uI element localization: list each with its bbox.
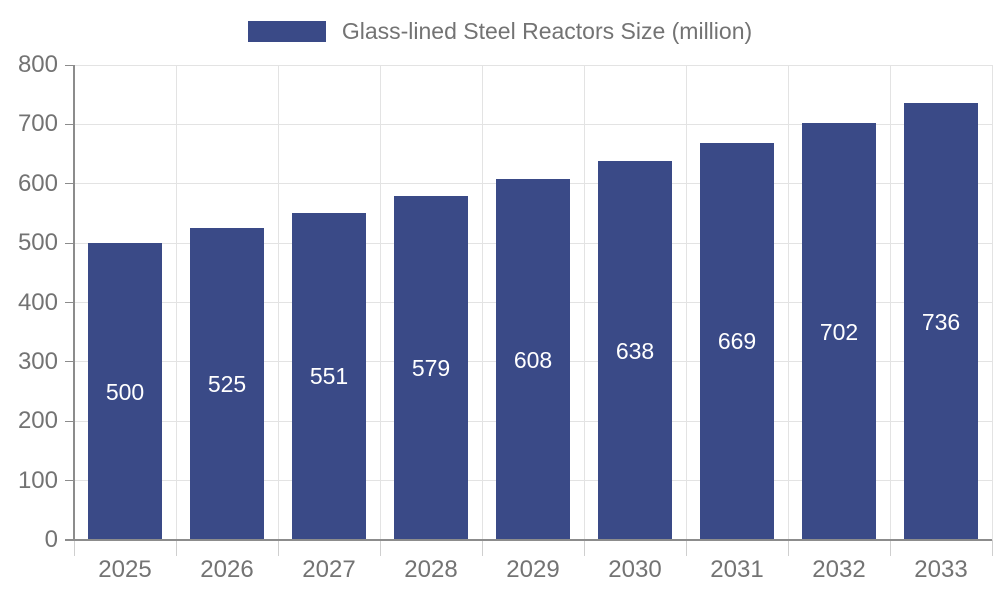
x-tick-label: 2030 — [608, 556, 662, 583]
bar-value-label: 669 — [717, 328, 757, 355]
x-tick-mark — [889, 540, 891, 556]
y-tick-mark — [65, 302, 74, 303]
y-tick-label: 100 — [17, 466, 58, 494]
x-tick-label: 2028 — [404, 556, 458, 583]
y-tick-label: 200 — [17, 407, 58, 435]
x-tick-mark — [991, 540, 993, 556]
bar-value-label: 551 — [309, 363, 349, 390]
y-tick-label: 600 — [17, 169, 58, 197]
y-tick-label: 700 — [17, 110, 58, 138]
bar-value-label: 638 — [615, 337, 655, 364]
x-tick-label: 2029 — [506, 556, 560, 583]
x-tick-mark — [379, 540, 381, 556]
x-tick-mark — [583, 540, 585, 556]
y-tick-label: 800 — [17, 51, 58, 78]
y-tick-mark — [65, 480, 74, 482]
y-tick-mark — [65, 123, 74, 125]
x-tick-mark — [73, 540, 75, 556]
x-gridline — [889, 65, 891, 540]
x-gridline — [991, 65, 993, 540]
x-tick-label: 2033 — [914, 556, 968, 583]
y-tick-label: 0 — [44, 526, 58, 553]
y-tick-mark — [65, 64, 74, 66]
y-tick-mark — [65, 183, 74, 185]
legend-swatch[interactable] — [247, 20, 326, 42]
x-tick-mark — [481, 540, 483, 556]
y-gridline — [74, 64, 992, 66]
bar-value-label: 579 — [411, 355, 451, 382]
bar[interactable] — [292, 212, 366, 540]
x-gridline — [787, 65, 789, 540]
x-gridline — [583, 65, 585, 540]
x-tick-mark — [685, 540, 687, 556]
x-gridline — [379, 65, 381, 540]
bar[interactable] — [802, 123, 876, 540]
bar-value-label: 525 — [207, 371, 247, 398]
bar[interactable] — [598, 161, 672, 540]
x-tick-label: 2032 — [812, 556, 866, 583]
bar-value-label: 736 — [921, 308, 961, 335]
bar-value-label: 702 — [819, 318, 859, 345]
x-tick-mark — [175, 540, 177, 556]
legend[interactable]: Glass-lined Steel Reactors Size (million… — [0, 18, 1000, 44]
y-gridline — [74, 123, 992, 125]
bar-value-label: 500 — [105, 378, 145, 405]
x-tick-mark — [277, 540, 279, 556]
bar[interactable] — [394, 196, 468, 540]
x-axis-line — [65, 539, 992, 541]
y-tick-mark — [65, 242, 74, 244]
bar[interactable] — [496, 179, 570, 540]
bar[interactable] — [700, 142, 774, 540]
bar-value-label: 608 — [513, 346, 553, 373]
x-tick-label: 2031 — [710, 556, 764, 583]
y-tick-label: 300 — [17, 347, 58, 375]
x-tick-label: 2025 — [98, 556, 152, 583]
y-tick-label: 400 — [17, 288, 58, 316]
x-tick-label: 2026 — [200, 556, 254, 583]
x-gridline — [175, 65, 177, 540]
y-tick-mark — [65, 420, 74, 422]
x-tick-label: 2027 — [302, 556, 356, 583]
x-tick-mark — [787, 540, 789, 556]
bar[interactable] — [904, 103, 978, 540]
x-gridline — [481, 65, 483, 540]
y-axis-line — [73, 65, 75, 541]
y-tick-mark — [65, 361, 74, 363]
y-tick-label: 500 — [17, 229, 58, 257]
x-gridline — [277, 65, 279, 540]
bar[interactable] — [190, 228, 264, 540]
x-gridline — [685, 65, 687, 540]
bar[interactable] — [88, 243, 162, 540]
legend-label[interactable]: Glass-lined Steel Reactors Size (million… — [341, 18, 753, 44]
